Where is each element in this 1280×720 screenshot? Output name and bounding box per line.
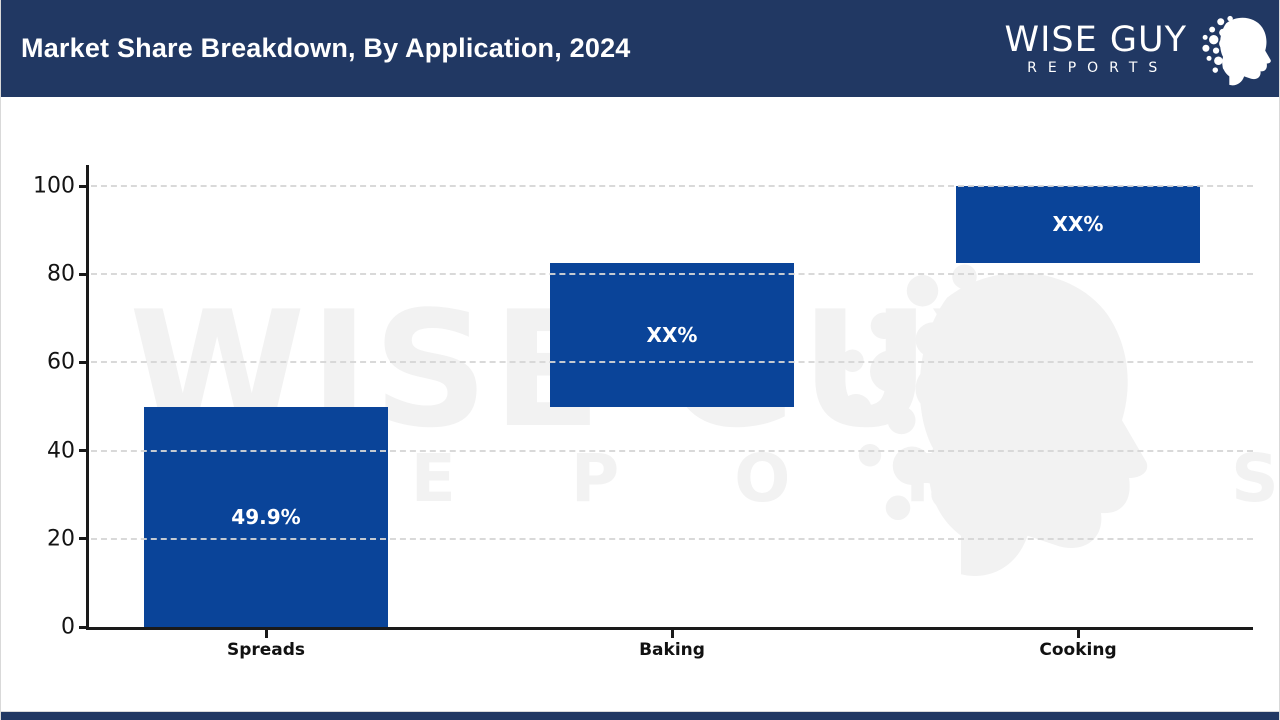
bar-spreads: 49.9% <box>144 406 388 627</box>
y-tick-mark <box>79 272 89 276</box>
gridline-80 <box>91 273 1253 276</box>
x-tick-mark <box>670 630 674 638</box>
x-category-label-cooking: Cooking <box>1039 640 1117 660</box>
y-tick-label: 60 <box>47 349 75 375</box>
bar-value-label: XX% <box>1052 212 1104 237</box>
gridline-60 <box>91 361 1253 364</box>
y-tick-mark <box>79 625 89 629</box>
y-tick-label: 100 <box>33 173 75 199</box>
logo-wordmark: WISE GUY <box>1004 20 1187 60</box>
brand-logo: WISE GUY REPORTS <box>1004 6 1267 92</box>
bottom-hairline <box>1 711 1279 712</box>
bar-baking: XX% <box>550 262 794 407</box>
header-bar: Market Share Breakdown, By Application, … <box>1 0 1279 97</box>
gridline-20 <box>91 537 1253 540</box>
footer-bar <box>1 712 1279 720</box>
gridline-100 <box>91 185 1253 187</box>
y-axis-line <box>86 165 89 630</box>
logo-subtext: REPORTS <box>1027 60 1169 76</box>
y-tick-label: 40 <box>47 438 75 464</box>
logo-dotface-icon <box>1195 8 1273 94</box>
y-tick-label: 0 <box>61 614 75 640</box>
x-category-label-baking: Baking <box>639 640 705 660</box>
y-tick-label: 20 <box>47 526 75 552</box>
watermark-dotface-icon <box>807 222 1157 622</box>
y-tick-label: 80 <box>47 261 75 287</box>
x-tick-mark <box>264 630 268 638</box>
page-title: Market Share Breakdown, By Application, … <box>21 33 631 63</box>
y-tick-mark <box>79 449 89 453</box>
gridline-40 <box>91 449 1253 452</box>
x-category-label-spreads: Spreads <box>226 640 306 660</box>
x-tick-mark <box>1076 630 1080 638</box>
y-tick-mark <box>79 360 89 364</box>
bar-cooking: XX% <box>956 186 1200 263</box>
brand-logo-text: WISE GUY REPORTS <box>1004 22 1187 76</box>
bar-value-label: 49.9% <box>231 504 301 529</box>
y-tick-mark <box>79 184 89 188</box>
x-axis-line <box>86 627 1253 630</box>
y-tick-mark <box>79 537 89 541</box>
bar-value-label: XX% <box>646 322 698 347</box>
